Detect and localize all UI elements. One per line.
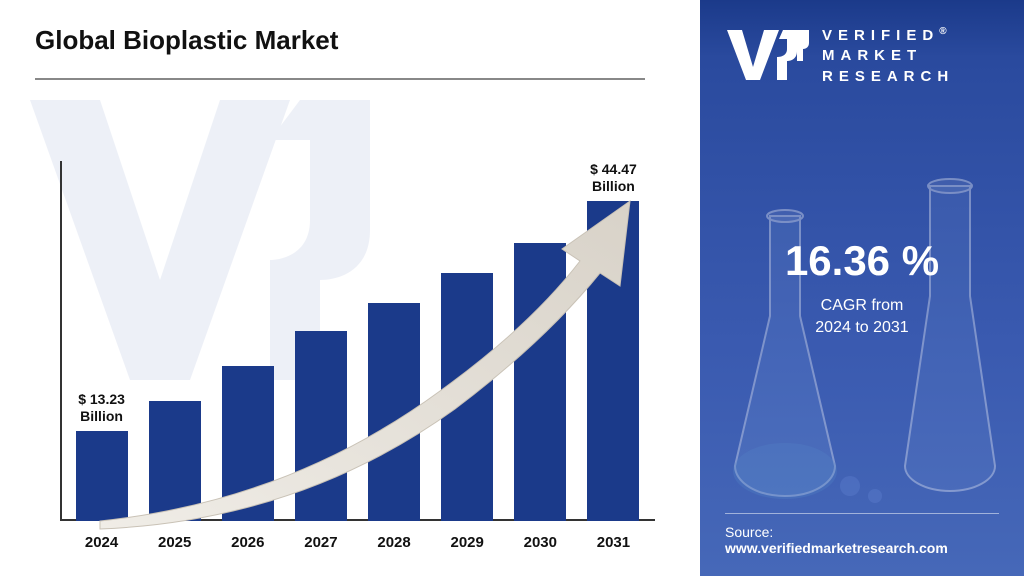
bar-wrap — [295, 331, 347, 521]
bar-wrap: $ 13.23Billion — [76, 431, 128, 521]
brand-line1: VERIFIED — [822, 27, 939, 44]
x-label: 2031 — [587, 534, 639, 551]
bar-wrap — [441, 273, 493, 521]
flask-decoration — [700, 176, 1024, 516]
title-divider — [35, 78, 645, 80]
x-label: 2025 — [149, 534, 201, 551]
bar-chart: $ 13.23Billion$ 44.47Billion 20242025202… — [60, 151, 660, 521]
bar — [222, 366, 274, 521]
first-bar-label: $ 13.23Billion — [57, 391, 147, 425]
right-panel: VERIFIED® MARKET RESEARCH 16.36 % CAGR f… — [700, 0, 1024, 576]
cagr-label-line2: 2024 to 2031 — [815, 319, 908, 336]
bar — [514, 243, 566, 521]
brand-logo: VERIFIED® MARKET RESEARCH — [725, 25, 999, 87]
x-label: 2027 — [295, 534, 347, 551]
source-url: www.verifiedmarketresearch.com — [725, 540, 999, 556]
bar — [587, 201, 639, 521]
x-label: 2029 — [441, 534, 493, 551]
brand-line3: RESEARCH — [822, 68, 954, 85]
source-block: Source: www.verifiedmarketresearch.com — [725, 513, 999, 556]
bar-wrap — [222, 366, 274, 521]
last-bar-label: $ 44.47Billion — [568, 161, 658, 195]
brand-text: VERIFIED® MARKET RESEARCH — [822, 25, 954, 87]
x-label: 2030 — [514, 534, 566, 551]
bar — [295, 331, 347, 521]
cagr-label: CAGR from 2024 to 2031 — [725, 295, 999, 340]
bar — [76, 431, 128, 521]
cagr-label-line1: CAGR from — [821, 297, 904, 314]
x-label: 2024 — [76, 534, 128, 551]
x-axis-labels: 2024 2025 2026 2027 2028 2029 2030 2031 — [60, 534, 655, 551]
bars-container: $ 13.23Billion $ 44.47Billion — [60, 161, 655, 521]
left-panel: Global Bioplastic Market $ 13.23Billion$… — [0, 0, 700, 576]
bar-wrap — [149, 401, 201, 521]
cagr-value: 16.36 % — [725, 237, 999, 285]
bar-wrap — [368, 303, 420, 521]
source-label: Source: — [725, 524, 999, 540]
x-label: 2026 — [222, 534, 274, 551]
cagr-block: 16.36 % CAGR from 2024 to 2031 — [725, 237, 999, 340]
chart-title: Global Bioplastic Market — [35, 25, 670, 56]
bar-wrap — [514, 243, 566, 521]
brand-line2: MARKET — [822, 47, 922, 64]
x-label: 2028 — [368, 534, 420, 551]
bar — [368, 303, 420, 521]
bar-wrap: $ 44.47Billion — [587, 201, 639, 521]
bar — [441, 273, 493, 521]
registered-icon: ® — [939, 26, 946, 37]
bar — [149, 401, 201, 521]
vm-logo-icon — [725, 25, 810, 85]
